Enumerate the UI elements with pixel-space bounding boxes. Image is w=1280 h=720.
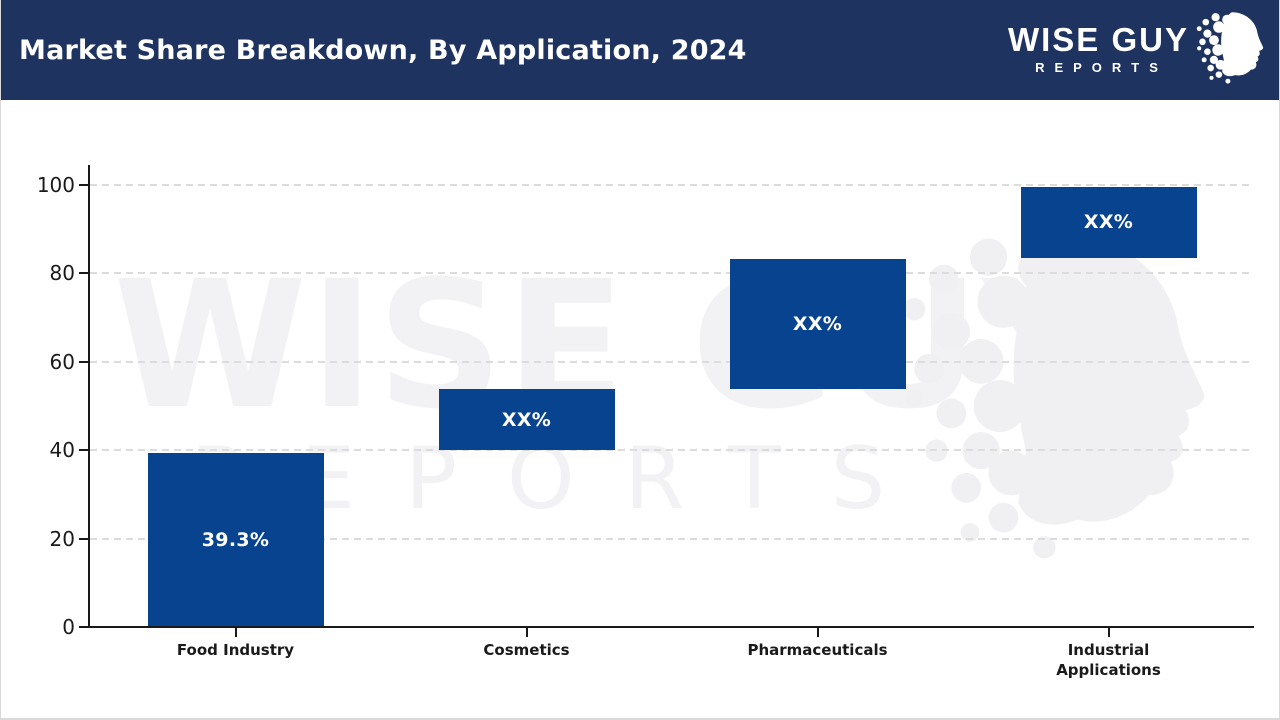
- x-tick-3: [1107, 627, 1110, 637]
- y-tick-label-80: 80: [49, 261, 75, 286]
- y-tick-60: [79, 360, 90, 363]
- gridline-80: [90, 272, 1254, 275]
- x-tick-label-0: Food Industry: [176, 641, 295, 659]
- y-tick-label-100: 100: [36, 172, 75, 197]
- x-tick-label-2: Pharmaceuticals: [747, 641, 888, 659]
- x-tick-label-3: Industrial Applications: [1056, 641, 1161, 679]
- gridline-100: [90, 183, 1254, 186]
- y-tick-label-20: 20: [49, 526, 75, 551]
- x-tick-1: [525, 627, 528, 637]
- watermark-head-icon: [903, 234, 1205, 559]
- y-tick-label-60: 60: [49, 349, 75, 374]
- x-tick-2: [816, 627, 819, 637]
- y-tick-label-0: 0: [62, 615, 75, 639]
- y-tick-100: [79, 183, 90, 186]
- x-tick-0: [234, 627, 237, 637]
- y-axis-line: [88, 165, 90, 628]
- y-tick-0: [79, 626, 90, 628]
- bar-value-label: 39.3%: [201, 529, 270, 552]
- gridline-20: [90, 537, 1254, 540]
- wise-guy-head-icon: [1196, 12, 1264, 84]
- bar-value-label: XX%: [501, 408, 552, 431]
- brand-name: WISE GUY: [1007, 21, 1189, 58]
- x-tick-label-1: Cosmetics: [483, 641, 570, 659]
- brand-logo: WISE GUY REPORTS: [1008, 4, 1273, 96]
- bar-value-label: XX%: [792, 313, 843, 336]
- bar-industrial-applications: XX%: [1020, 186, 1197, 259]
- bar-cosmetics: XX%: [438, 389, 615, 451]
- x-axis-line: [88, 626, 1254, 628]
- gridline-60: [90, 360, 1254, 363]
- y-tick-80: [79, 272, 90, 275]
- gridline-40: [90, 449, 1254, 452]
- bar-pharmaceuticals: XX%: [729, 259, 906, 390]
- y-tick-label-40: 40: [49, 438, 75, 463]
- y-tick-40: [79, 449, 90, 452]
- y-tick-20: [79, 537, 90, 540]
- page-title: Market Share Breakdown, By Application, …: [19, 34, 747, 66]
- brand-logo-text: WISE GUY REPORTS: [1008, 23, 1189, 77]
- header: Market Share Breakdown, By Application, …: [1, 0, 1279, 100]
- bar-food-industry: 39.3%: [147, 453, 324, 627]
- bar-value-label: XX%: [1083, 211, 1134, 234]
- brand-subtitle: REPORTS: [1035, 60, 1168, 75]
